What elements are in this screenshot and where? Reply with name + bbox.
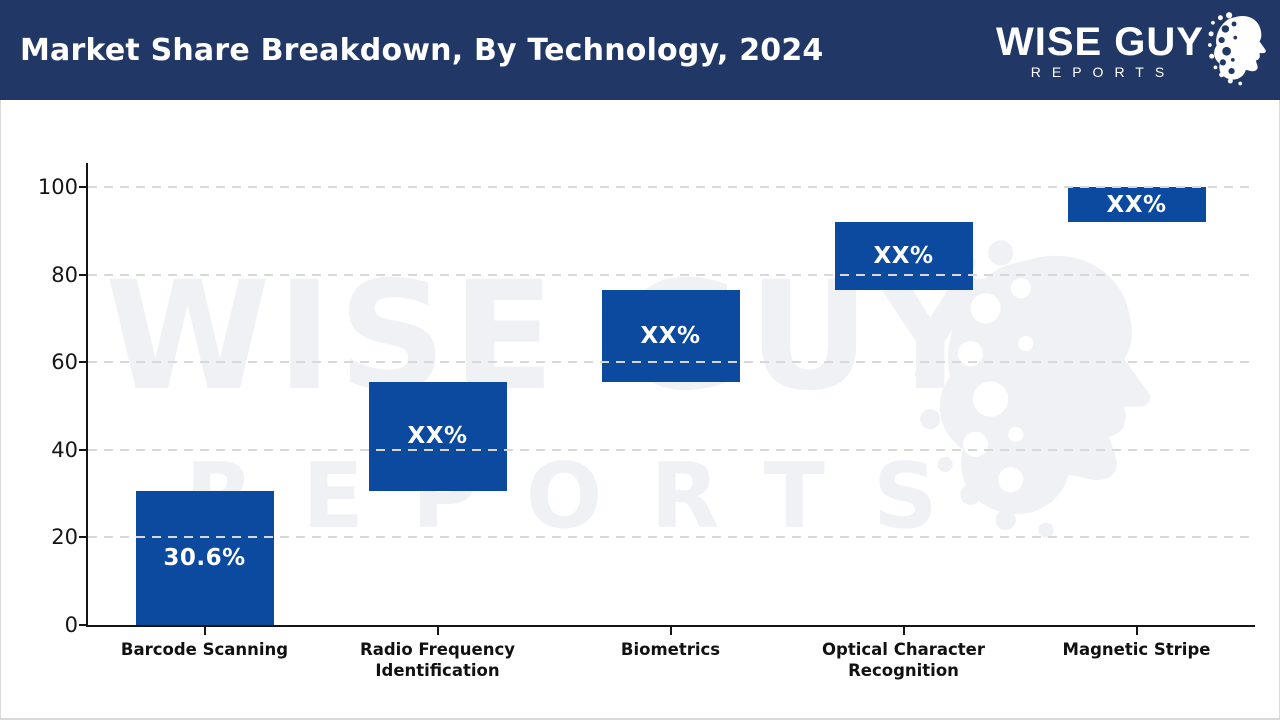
x-tick-mark — [203, 627, 206, 635]
category-label-line: Magnetic Stripe — [1062, 640, 1211, 659]
gridline — [88, 536, 1253, 539]
bar-segment: 30.6% — [135, 490, 274, 625]
y-tick-label: 40 — [51, 437, 78, 462]
gridline — [88, 273, 1253, 276]
y-tick-label: 80 — [51, 262, 78, 287]
y-tick-mark — [79, 624, 87, 626]
category-label-line: Recognition — [848, 661, 959, 680]
x-tick-mark — [902, 627, 905, 635]
y-axis-spine — [86, 163, 88, 627]
bar-value-label: XX% — [407, 423, 468, 450]
bar-value-label: XX% — [873, 242, 934, 269]
y-tick-label: 20 — [51, 525, 78, 550]
category-label-line: Biometrics — [620, 640, 721, 659]
gridline — [88, 448, 1253, 451]
category-label: Magnetic Stripe — [1017, 639, 1257, 660]
y-tick-mark — [79, 361, 87, 364]
page-title: Market Share Breakdown, By Technology, 2… — [20, 32, 824, 68]
gridline — [88, 361, 1253, 364]
y-tick-mark — [79, 536, 87, 539]
category-label-line: Optical Character — [822, 640, 985, 659]
category-label-line: Radio Frequency — [360, 640, 515, 659]
x-axis-spine — [86, 625, 1255, 627]
watermark-text-secondary: REPORTS — [185, 444, 986, 549]
bar-segment: XX% — [1067, 187, 1206, 223]
y-tick-label: 60 — [51, 350, 78, 375]
y-tick-label: 0 — [64, 613, 78, 637]
logo-sub-wordmark: REPORTS — [1030, 63, 1176, 80]
category-label-line: Identification — [375, 661, 500, 680]
y-tick-mark — [79, 273, 87, 276]
bar-value-label: XX% — [640, 322, 701, 349]
y-tick-label: 100 — [37, 175, 78, 199]
x-tick-mark — [436, 627, 439, 635]
logo-wordmark: WISE GUY — [995, 19, 1204, 64]
bar-value-label: XX% — [1106, 191, 1167, 218]
y-tick-mark — [79, 186, 87, 188]
wise-guy-reports-logo: WISE GUY REPORTS — [996, 6, 1270, 94]
category-label: Biometrics — [551, 639, 791, 660]
bar-value-label: 30.6% — [163, 544, 246, 571]
face-profile-logo-icon — [1208, 12, 1266, 86]
x-tick-mark — [1135, 627, 1138, 635]
category-label: Radio Frequency Identification — [318, 639, 558, 681]
y-tick-mark — [79, 448, 87, 451]
logo-text: WISE GUY REPORTS — [996, 21, 1204, 80]
bar-segment: XX% — [834, 222, 973, 290]
x-tick-mark — [669, 627, 672, 635]
bar-segment: XX% — [368, 381, 507, 491]
category-label: Barcode Scanning — [85, 639, 325, 660]
bar-segment: XX% — [601, 289, 740, 382]
category-label-line: Barcode Scanning — [120, 640, 289, 659]
category-label: Optical Character Recognition — [784, 639, 1024, 681]
header-bar: Market Share Breakdown, By Technology, 2… — [0, 0, 1280, 100]
gridline — [88, 186, 1253, 188]
